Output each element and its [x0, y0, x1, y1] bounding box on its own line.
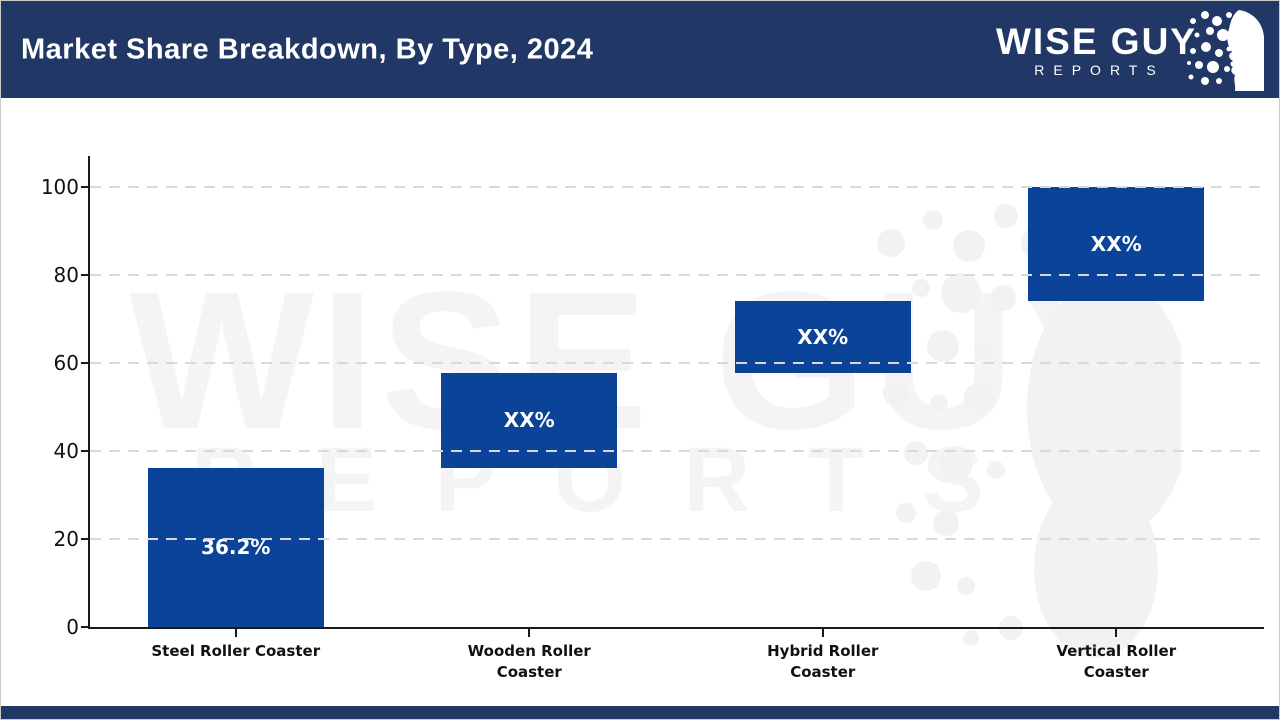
chart-title: Market Share Breakdown, By Type, 2024: [21, 33, 594, 65]
y-tick-label: 40: [53, 439, 79, 463]
y-tick-label: 80: [53, 263, 79, 287]
y-tick: [81, 538, 88, 540]
x-tick: [821, 629, 824, 637]
y-tick: [81, 362, 88, 364]
y-axis: [88, 156, 90, 629]
bar-segment: XX%: [441, 373, 618, 468]
x-axis: [88, 627, 1264, 629]
gridline: [90, 362, 1263, 364]
category-label: Wooden Roller Coaster: [467, 642, 591, 681]
gridline: [90, 538, 1263, 540]
x-tick: [1115, 629, 1118, 637]
watermark-wordmark: WISE GUY: [129, 251, 1158, 470]
y-tick-label: 100: [40, 175, 79, 199]
brand-wordmark: WISE GUY: [995, 20, 1197, 62]
report-header: Market Share Breakdown, By Type, 2024 WI…: [1, 1, 1279, 98]
bar-value-label: XX%: [503, 408, 555, 433]
y-tick: [81, 274, 88, 276]
report-footer: [1, 706, 1279, 719]
category-label: Vertical Roller Coaster: [1056, 642, 1177, 681]
gridline: [90, 274, 1263, 276]
gridline: [90, 450, 1263, 452]
y-tick: [81, 186, 88, 188]
x-tick: [234, 629, 237, 637]
y-tick: [81, 450, 88, 452]
category-label: Steel Roller Coaster: [151, 642, 321, 660]
brand-subtitle: REPORTS: [1034, 62, 1165, 79]
gridline: [90, 186, 1263, 188]
bar-segment: XX%: [734, 300, 911, 374]
brand-head-icon: [1187, 10, 1264, 91]
y-tick-label: 0: [66, 615, 79, 639]
bar-segment: XX%: [1028, 187, 1205, 301]
category-label: Hybrid Roller Coaster: [767, 642, 879, 681]
bar-value-label: XX%: [1090, 231, 1142, 256]
chart-area: WISE GUY REPORTS 0 20 40 60 80 100 36.2% Steel …: [1, 98, 1279, 708]
y-tick-label: 60: [53, 351, 79, 375]
brand-logo: WISE GUY REPORTS: [996, 7, 1271, 93]
bar-segment: 36.2%: [147, 467, 324, 627]
x-tick: [528, 629, 531, 637]
bar-value-label: XX%: [797, 325, 849, 350]
y-tick: [81, 626, 88, 628]
y-tick-label: 20: [53, 527, 79, 551]
